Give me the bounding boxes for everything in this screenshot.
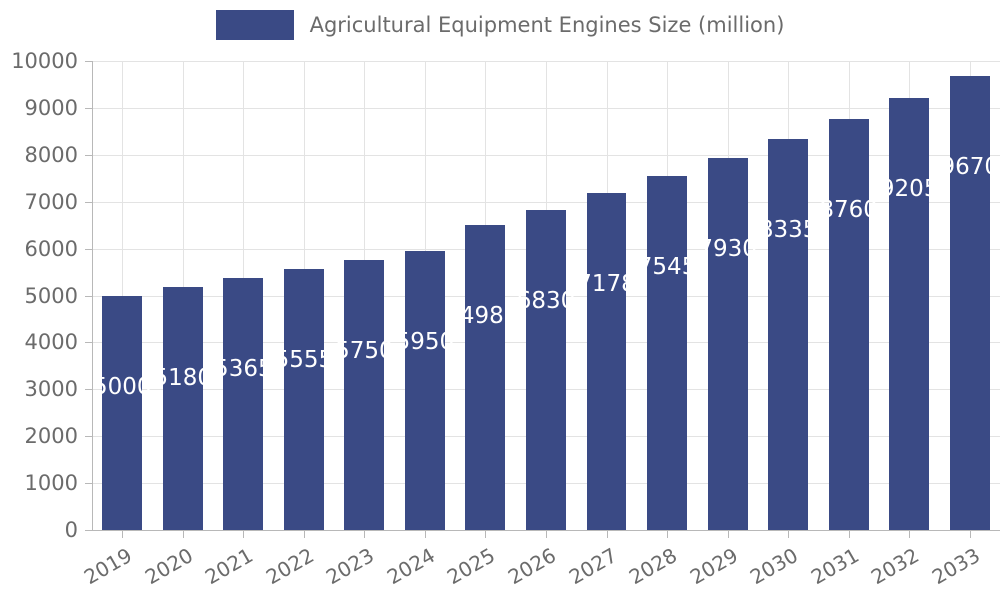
bar-value-label: 6498.5 — [445, 303, 526, 330]
x-axis-tick-mark — [243, 531, 245, 538]
x-axis-tick-label: 2024 — [382, 543, 439, 590]
bar[interactable] — [526, 209, 566, 530]
bar[interactable] — [102, 295, 143, 530]
bar[interactable] — [404, 250, 445, 530]
y-axis-tick-mark — [85, 154, 92, 156]
bar[interactable] — [344, 260, 385, 530]
bar-value-label: 7178 — [577, 271, 636, 298]
y-axis-tick-mark — [85, 248, 92, 250]
y-axis-tick-mark — [85, 201, 92, 203]
chart-legend: Agricultural Equipment Engines Size (mil… — [0, 10, 1000, 40]
bar[interactable] — [768, 139, 809, 530]
x-axis-tick-label: 2029 — [685, 543, 742, 590]
bar-value-label: 5000 — [92, 373, 152, 400]
y-axis-tick-label: 9000 — [24, 95, 78, 120]
y-axis-tick-label: 0 — [64, 518, 78, 542]
bar[interactable] — [465, 225, 506, 530]
y-axis-tick-label: 10000 — [11, 49, 78, 73]
bar[interactable] — [283, 269, 324, 530]
y-axis-tick-label: 2000 — [24, 424, 78, 449]
x-axis-tick-mark — [303, 531, 305, 538]
bar[interactable] — [889, 98, 930, 530]
bar-value-label: 7930 — [698, 236, 757, 263]
x-axis-tick-mark — [848, 531, 850, 538]
x-axis-tick-label: 2019 — [80, 543, 137, 590]
x-axis-tick-label: 2032 — [867, 543, 924, 590]
x-axis-tick-label: 2030 — [746, 543, 803, 590]
bar-value-label: 5555 — [274, 347, 334, 374]
x-axis-tick-mark — [364, 531, 366, 538]
bar[interactable] — [949, 76, 990, 530]
bar-value-label: 5750 — [335, 338, 394, 365]
x-axis-tick-label: 2031 — [806, 543, 863, 590]
x-axis-tick-mark — [122, 531, 124, 538]
bar-value-label: 5365 — [214, 356, 273, 383]
legend-swatch-agricultural-equipment-engines-size — [215, 10, 294, 40]
y-axis-tick-mark — [85, 530, 92, 531]
bar-value-label: 7545 — [637, 254, 697, 281]
y-axis-line — [92, 61, 93, 530]
x-axis-tick-mark — [546, 531, 547, 538]
x-axis-tick-mark — [485, 531, 487, 538]
y-axis-tick-mark — [85, 483, 92, 485]
bar-value-label: 9205 — [879, 176, 939, 203]
bar[interactable] — [647, 176, 688, 530]
y-axis-tick-mark — [85, 107, 92, 109]
x-axis-tick-label: 2026 — [503, 543, 560, 590]
bars-layer: 5000 5180 5365 5555 5750 5950 6498.5 6830 7178 75… — [92, 61, 1000, 530]
x-axis-line — [92, 530, 1000, 531]
bar[interactable] — [223, 278, 264, 530]
y-axis-tick-mark — [85, 342, 92, 344]
y-axis-tick-label: 1000 — [24, 471, 78, 496]
y-axis-tick-mark — [85, 389, 92, 391]
x-axis-tick-label: 2025 — [443, 543, 500, 590]
x-axis-tick-label: 2027 — [564, 543, 621, 590]
x-axis-tick-mark — [969, 531, 971, 538]
bar[interactable] — [586, 193, 627, 530]
y-axis-tick-label: 4000 — [24, 330, 78, 355]
bar-value-label: 5180 — [153, 365, 213, 392]
x-axis-tick-mark — [727, 531, 729, 538]
bar-value-label: 5950 — [395, 328, 455, 355]
x-axis-tick-mark — [909, 531, 911, 538]
x-axis-tick-label: 2022 — [261, 543, 318, 590]
x-axis-tick-label: 2028 — [624, 543, 682, 590]
y-axis-tick-label: 7000 — [24, 189, 78, 214]
legend-label-agricultural-equipment-engines-size: Agricultural Equipment Engines Size (mil… — [309, 13, 785, 37]
x-axis-tick-label: 2021 — [201, 543, 258, 590]
x-axis-tick-mark — [667, 531, 669, 538]
x-axis-tick-label: 2023 — [322, 543, 379, 590]
bar[interactable] — [162, 287, 203, 530]
bar-value-label: 9670 — [940, 154, 999, 181]
x-axis-tick-mark — [788, 531, 790, 538]
y-axis-tick-label: 6000 — [24, 236, 78, 261]
bar[interactable] — [828, 119, 869, 530]
y-axis-tick-label: 5000 — [24, 283, 78, 308]
bar[interactable] — [707, 158, 748, 530]
plot-area: 5000 5180 5365 5555 5750 5950 6498.5 6830 7178 75… — [92, 61, 1000, 531]
x-axis-tick-mark — [606, 531, 608, 538]
y-axis-tick-mark — [85, 295, 92, 297]
y-axis-tick-label: 3000 — [24, 377, 78, 402]
x-axis-tick-label: 2033 — [927, 543, 984, 590]
x-axis-tick-mark — [182, 531, 184, 538]
x-axis-tick-mark — [424, 531, 426, 538]
x-axis-tick-label: 2020 — [140, 543, 197, 590]
bar-value-label: 6830 — [516, 287, 576, 314]
y-axis-tick-mark — [85, 436, 92, 438]
y-axis-tick-label: 8000 — [24, 142, 78, 167]
bar-value-label: 8760 — [819, 197, 878, 224]
bar-value-label: 8335 — [758, 217, 818, 244]
y-axis-tick-mark — [85, 61, 92, 62]
